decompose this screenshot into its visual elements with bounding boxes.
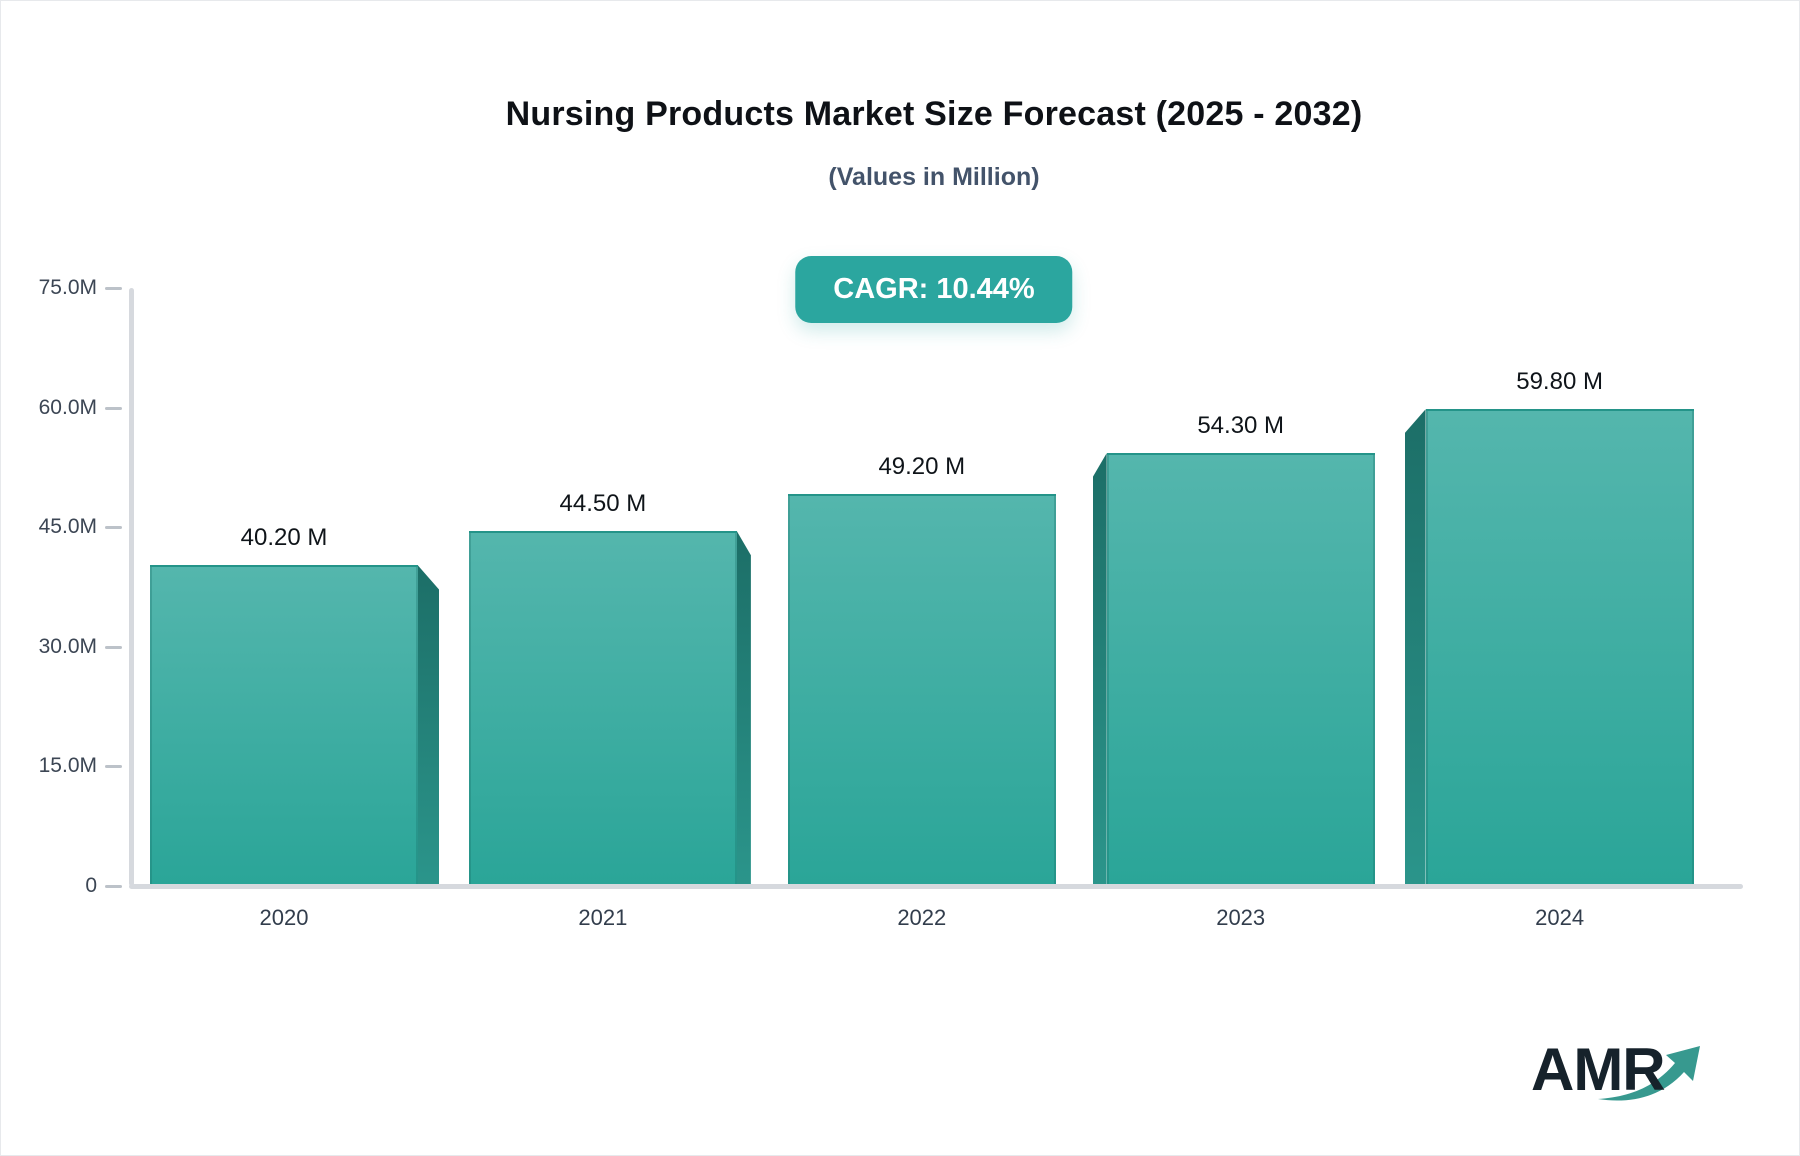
- y-tick-label: 45.0M: [38, 515, 97, 539]
- x-tick-label: 2021: [578, 905, 628, 930]
- bar-value-label: 59.80 M: [1516, 368, 1603, 396]
- y-tick-mark: [105, 645, 122, 649]
- y-tick-mark: [105, 287, 122, 291]
- y-axis-line: [129, 288, 134, 886]
- bar-side-face: [1404, 409, 1426, 886]
- y-tick-mark: [105, 526, 122, 530]
- y-tick-mark: [105, 406, 122, 410]
- bar: [1425, 409, 1694, 886]
- bar-value-label: 54.30 M: [1197, 412, 1285, 440]
- x-tick-label: 2024: [1535, 905, 1585, 930]
- bar: [1106, 453, 1375, 886]
- bar-side-face: [418, 565, 439, 886]
- x-tick-label: 2023: [1216, 905, 1266, 930]
- x-tick-label: 2020: [259, 905, 309, 930]
- bar: [468, 531, 737, 886]
- y-tick-label: 75.0M: [38, 276, 97, 300]
- bar-value-label: 40.20 M: [240, 524, 328, 552]
- y-tick-mark: [105, 885, 122, 888]
- bar-side-face: [736, 531, 751, 886]
- x-axis-line: [129, 884, 1743, 889]
- bar: [787, 493, 1056, 886]
- amr-logo: AMR: [1526, 1031, 1716, 1111]
- growth-arrow-icon: [1596, 1033, 1704, 1110]
- bar-value-label: 49.20 M: [878, 452, 966, 480]
- x-tick-label: 2022: [897, 905, 947, 930]
- bar-value-label: 44.50 M: [559, 490, 647, 518]
- y-tick-mark: [105, 765, 122, 769]
- amr-logo-text: AMR: [1531, 1036, 1666, 1103]
- page-title: Nursing Products Market Size Forecast (2…: [505, 95, 1363, 133]
- bar-side-face: [1092, 453, 1107, 886]
- bar: [150, 565, 418, 886]
- y-tick-label: 0: [85, 874, 97, 897]
- cagr-badge: CAGR: 10.44%: [795, 256, 1073, 323]
- y-tick-label: 30.0M: [38, 634, 97, 658]
- y-tick-label: 60.0M: [38, 395, 97, 419]
- chart-subtitle: (Values in Million): [828, 163, 1040, 191]
- y-tick-label: 15.0M: [38, 754, 97, 778]
